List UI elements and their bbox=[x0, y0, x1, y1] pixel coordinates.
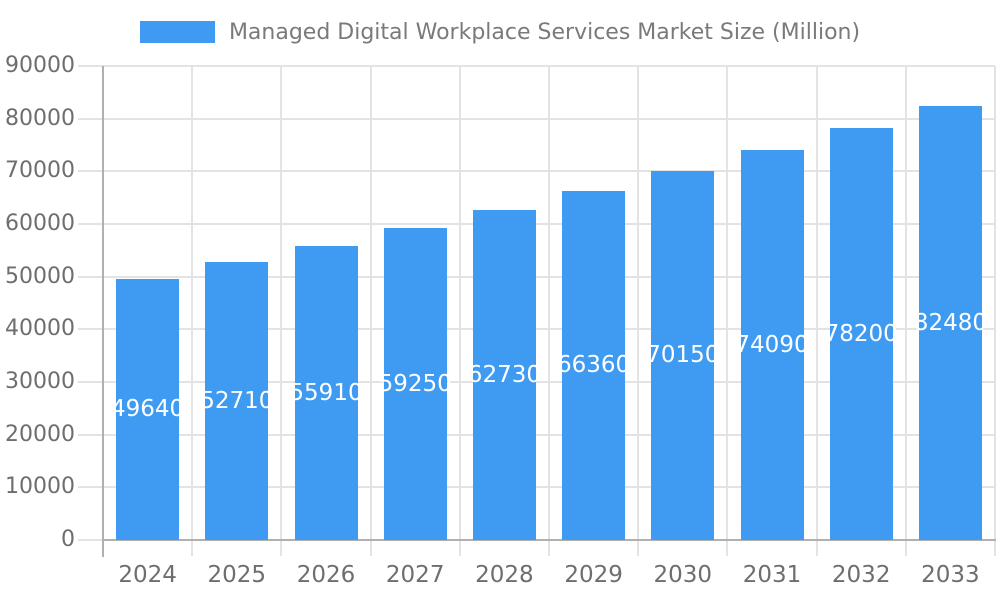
bar-value-label: 59250 bbox=[378, 370, 452, 397]
y-gridline bbox=[78, 275, 995, 278]
y-gridline bbox=[78, 381, 995, 383]
bar-value-label: 70150 bbox=[646, 342, 720, 369]
y-axis-label: 80000 bbox=[5, 105, 75, 131]
bar-value-label: 52710 bbox=[200, 388, 274, 415]
legend-swatch bbox=[139, 21, 215, 43]
chart-title: Managed Digital Workplace Services Marke… bbox=[228, 19, 861, 45]
bar-2025[interactable] bbox=[205, 262, 269, 540]
x-gridline bbox=[815, 66, 818, 556]
x-gridline bbox=[548, 66, 550, 556]
y-axis-label: 30000 bbox=[5, 369, 75, 394]
y-gridline bbox=[78, 65, 995, 67]
bar-value-label: 62730 bbox=[467, 361, 541, 388]
bar-2031[interactable] bbox=[740, 149, 804, 540]
y-axis-line bbox=[102, 66, 104, 557]
x-axis-line bbox=[102, 539, 996, 541]
bar-2033[interactable] bbox=[918, 105, 982, 540]
x-gridline bbox=[904, 66, 907, 556]
bar-2024[interactable] bbox=[116, 278, 180, 540]
y-axis-label: 70000 bbox=[5, 158, 75, 184]
x-axis-label: 2030 bbox=[653, 562, 713, 588]
y-gridline bbox=[78, 170, 995, 173]
bar-2032[interactable] bbox=[829, 128, 893, 540]
bar-value-label: 82480 bbox=[913, 309, 987, 336]
bar-value-label: 49640 bbox=[111, 396, 185, 423]
y-axis-label: 40000 bbox=[5, 316, 75, 342]
bar-2028[interactable] bbox=[472, 209, 536, 540]
legend-item[interactable]: Managed Digital Workplace Services Marke… bbox=[0, 18, 1000, 46]
y-axis-label: 10000 bbox=[5, 474, 75, 500]
y-axis-label: 90000 bbox=[5, 53, 75, 78]
x-axis-label: 2026 bbox=[296, 562, 356, 588]
bar-value-label: 55910 bbox=[289, 379, 363, 406]
x-gridline bbox=[458, 66, 461, 556]
y-axis-label: 20000 bbox=[5, 421, 75, 447]
y-gridline bbox=[78, 486, 995, 489]
x-axis-label: 2032 bbox=[831, 562, 891, 588]
x-gridline bbox=[637, 66, 640, 556]
y-gridline bbox=[78, 223, 995, 225]
x-axis-label: 2025 bbox=[207, 562, 267, 588]
x-axis-label: 2024 bbox=[118, 562, 177, 588]
bar-value-label: 74090 bbox=[735, 331, 809, 358]
x-axis-label: 2028 bbox=[475, 562, 534, 588]
x-axis-label: 2029 bbox=[564, 562, 623, 588]
bar-value-label: 66360 bbox=[557, 352, 631, 379]
x-gridline bbox=[191, 66, 194, 556]
bar-2026[interactable] bbox=[294, 245, 358, 540]
x-axis-label: 2033 bbox=[921, 562, 980, 588]
bar-2027[interactable] bbox=[383, 227, 447, 540]
x-gridline bbox=[994, 66, 996, 556]
bar-value-label: 78200 bbox=[824, 321, 898, 348]
x-gridline bbox=[726, 66, 729, 556]
y-gridline bbox=[78, 433, 995, 436]
y-axis-label: 60000 bbox=[5, 211, 75, 236]
bar-2029[interactable] bbox=[562, 190, 626, 540]
x-axis-label: 2027 bbox=[385, 562, 445, 588]
x-gridline bbox=[369, 66, 372, 556]
y-gridline bbox=[78, 328, 995, 331]
y-axis-label: 50000 bbox=[5, 263, 75, 289]
x-axis-label: 2031 bbox=[742, 562, 802, 588]
x-gridline bbox=[280, 66, 283, 556]
y-gridline bbox=[78, 117, 995, 120]
bar-2030[interactable] bbox=[651, 170, 715, 540]
y-axis-label: 0 bbox=[61, 527, 75, 552]
